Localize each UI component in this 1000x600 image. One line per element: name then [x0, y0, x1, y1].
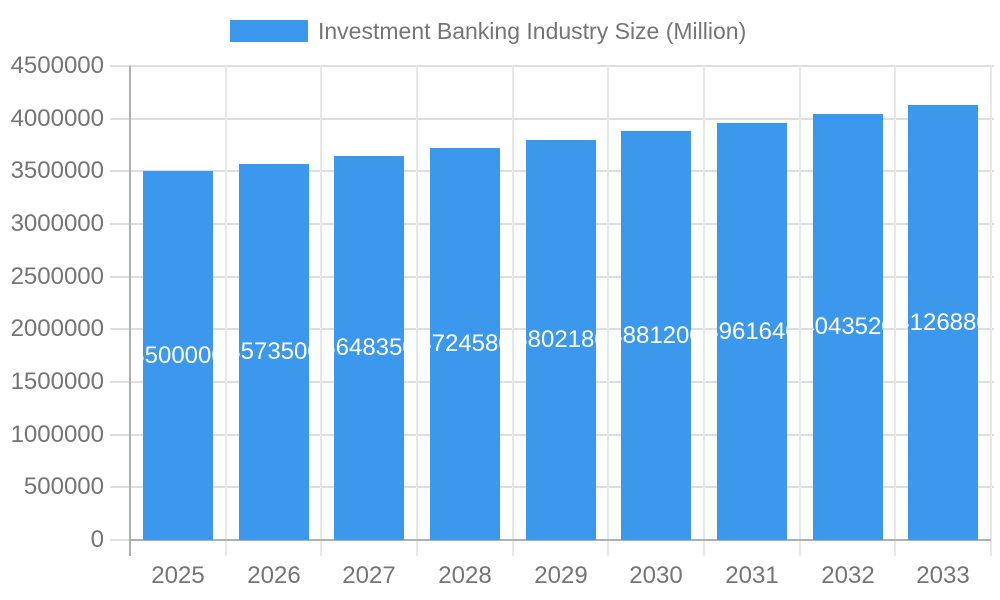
y-axis-label: 0: [90, 526, 104, 553]
bar-2027[interactable]: 3648350: [334, 156, 404, 540]
bar-value-label: 3724580: [430, 330, 500, 357]
x-gridline: [416, 66, 418, 556]
x-gridline: [512, 66, 514, 556]
bar-value-label: 4043520: [813, 313, 883, 340]
bar-value-label: 3573500: [239, 338, 309, 365]
y-tick-mark: [110, 328, 130, 330]
x-axis-label: 2027: [342, 562, 396, 589]
bar-2028[interactable]: 3724580: [430, 148, 500, 540]
y-axis-label: 500000: [23, 473, 104, 500]
bar-2032[interactable]: 4043520: [813, 114, 883, 540]
y-tick-mark: [110, 118, 130, 120]
y-axis-label: 3000000: [10, 210, 104, 237]
x-gridline: [703, 66, 705, 556]
y-tick-mark: [110, 486, 130, 488]
bar-2031[interactable]: 3961640: [717, 123, 787, 540]
x-axis-label: 2033: [916, 562, 970, 589]
x-axis-label: 2026: [247, 562, 301, 589]
y-axis-line: [129, 66, 131, 556]
bar-value-label: 3802180: [526, 326, 596, 353]
y-tick-mark: [110, 276, 130, 278]
x-gridline: [894, 66, 896, 556]
y-gridline: [130, 118, 994, 120]
y-tick-mark: [110, 434, 130, 436]
y-tick-mark: [110, 381, 130, 383]
bar-2025[interactable]: 3500000: [143, 171, 213, 540]
x-gridline: [225, 66, 227, 556]
bar-2026[interactable]: 3573500: [239, 164, 309, 540]
bar-value-label: 3500000: [143, 341, 213, 369]
bar-2029[interactable]: 3802180: [526, 140, 596, 540]
bar-2030[interactable]: 3881200: [621, 131, 691, 540]
bar-2033[interactable]: 4126880: [908, 105, 978, 540]
x-axis-label: 2028: [438, 562, 492, 589]
bar-value-label: 4126880: [908, 308, 978, 336]
x-axis-label: 2032: [821, 562, 875, 589]
x-gridline: [990, 66, 992, 556]
bar-value-label: 3881200: [621, 321, 691, 349]
y-axis-label: 4500000: [10, 52, 104, 79]
y-tick-mark: [110, 223, 130, 225]
bar-value-label: 3961640: [717, 317, 787, 345]
x-axis-label: 2029: [534, 562, 588, 589]
y-axis-label: 2000000: [10, 315, 104, 342]
y-tick-mark: [110, 65, 130, 67]
x-axis-label: 2031: [725, 562, 779, 589]
y-axis-label: 2500000: [10, 263, 104, 290]
x-axis-label: 2030: [629, 562, 683, 589]
legend-label[interactable]: Investment Banking Industry Size (Millio…: [318, 18, 747, 44]
y-axis-label: 4000000: [10, 105, 104, 132]
y-tick-mark: [110, 170, 130, 172]
y-gridline: [130, 65, 994, 67]
y-axis-label: 1500000: [10, 368, 104, 395]
x-gridline: [320, 66, 322, 556]
y-axis-label: 1000000: [10, 421, 104, 448]
x-gridline: [799, 66, 801, 556]
y-axis-label: 3500000: [10, 157, 104, 184]
x-axis-line: [130, 539, 991, 541]
x-axis-label: 2025: [151, 562, 205, 589]
legend-swatch[interactable]: [230, 20, 308, 42]
bar-value-label: 3648350: [334, 334, 404, 361]
x-gridline: [607, 66, 609, 556]
y-tick-mark: [110, 539, 130, 541]
